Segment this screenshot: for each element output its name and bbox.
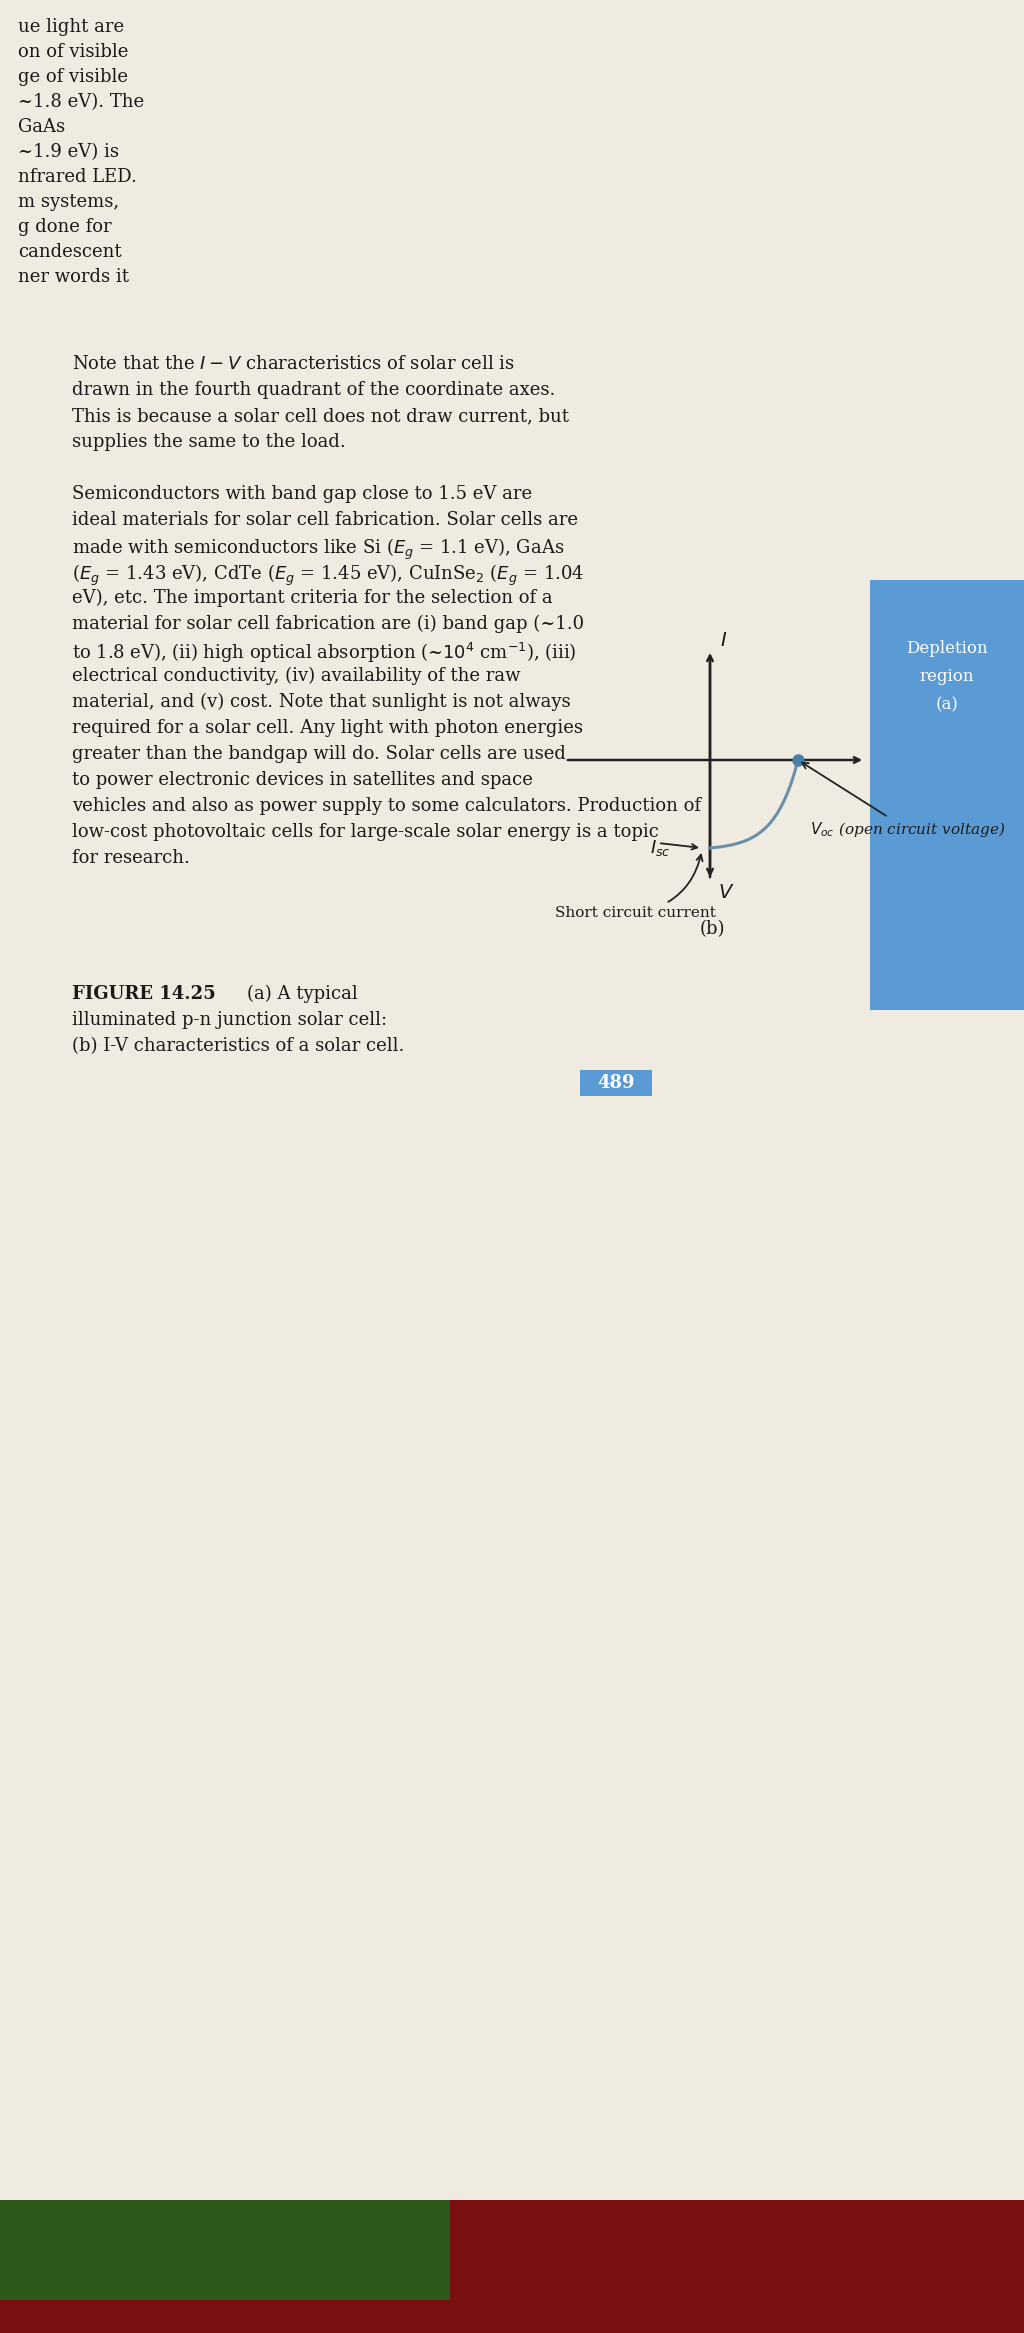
Text: GaAs: GaAs: [18, 119, 66, 135]
Text: electrical conductivity, (iv) availability of the raw: electrical conductivity, (iv) availabili…: [72, 667, 520, 686]
Text: Note that the $I - V$ characteristics of solar cell is: Note that the $I - V$ characteristics of…: [72, 355, 515, 373]
Text: illuminated p-n junction solar cell:: illuminated p-n junction solar cell:: [72, 1010, 387, 1029]
Text: nfrared LED.: nfrared LED.: [18, 168, 137, 187]
Text: g done for: g done for: [18, 217, 112, 236]
Text: m systems,: m systems,: [18, 194, 119, 210]
Bar: [0, 2200, 450, 2300]
Text: made with semiconductors like Si ($E_g$ = 1.1 eV), GaAs: made with semiconductors like Si ($E_g$ …: [72, 537, 564, 562]
Text: ue light are: ue light are: [18, 19, 124, 35]
Text: eV), etc. The important criteria for the selection of a: eV), etc. The important criteria for the…: [72, 588, 553, 607]
Text: ~1.8 eV). The: ~1.8 eV). The: [18, 93, 144, 112]
Text: This is because a solar cell does not draw current, but: This is because a solar cell does not dr…: [72, 406, 569, 425]
Text: for research.: for research.: [72, 849, 189, 868]
Bar: [580, 1071, 652, 1097]
Text: $I$: $I$: [720, 632, 727, 651]
Text: Short circuit current: Short circuit current: [555, 854, 716, 919]
Bar: [0, 2200, 1024, 2333]
Text: candescent: candescent: [18, 243, 122, 261]
Text: $V$: $V$: [718, 884, 734, 903]
Text: low-cost photovoltaic cells for large-scale solar energy is a topic: low-cost photovoltaic cells for large-sc…: [72, 824, 658, 840]
Text: (b) I-V characteristics of a solar cell.: (b) I-V characteristics of a solar cell.: [72, 1036, 404, 1055]
Text: supplies the same to the load.: supplies the same to the load.: [72, 434, 346, 450]
Text: region: region: [920, 667, 974, 686]
Text: ner words it: ner words it: [18, 268, 129, 287]
Text: ideal materials for solar cell fabrication. Solar cells are: ideal materials for solar cell fabricati…: [72, 511, 578, 530]
Text: vehicles and also as power supply to some calculators. Production of: vehicles and also as power supply to som…: [72, 798, 701, 814]
Text: 489: 489: [597, 1073, 635, 1092]
Text: material, and (v) cost. Note that sunlight is not always: material, and (v) cost. Note that sunlig…: [72, 693, 570, 712]
Text: ~1.9 eV) is: ~1.9 eV) is: [18, 142, 119, 161]
Text: ($E_g$ = 1.43 eV), CdTe ($E_g$ = 1.45 eV), CuInSe$_2$ ($E_g$ = 1.04: ($E_g$ = 1.43 eV), CdTe ($E_g$ = 1.45 eV…: [72, 562, 585, 588]
Text: required for a solar cell. Any light with photon energies: required for a solar cell. Any light wit…: [72, 719, 583, 737]
Text: FIGURE 14.25: FIGURE 14.25: [72, 985, 216, 1003]
Text: to 1.8 eV), (ii) high optical absorption (~$10^4$ cm$^{-1}$), (iii): to 1.8 eV), (ii) high optical absorption…: [72, 642, 577, 665]
Text: to power electronic devices in satellites and space: to power electronic devices in satellite…: [72, 770, 532, 789]
Text: (a): (a): [936, 695, 958, 714]
Text: $V_{oc}$ (open circuit voltage): $V_{oc}$ (open circuit voltage): [802, 763, 1006, 840]
Text: greater than the bandgap will do. Solar cells are used: greater than the bandgap will do. Solar …: [72, 744, 566, 763]
Text: (a) A typical: (a) A typical: [247, 985, 357, 1003]
Text: (b): (b): [700, 919, 725, 938]
Text: material for solar cell fabrication are (i) band gap (~1.0: material for solar cell fabrication are …: [72, 616, 584, 632]
Text: Semiconductors with band gap close to 1.5 eV are: Semiconductors with band gap close to 1.…: [72, 485, 532, 504]
Text: Depletion: Depletion: [906, 639, 988, 658]
Bar: [870, 581, 1024, 1010]
Text: on of visible: on of visible: [18, 42, 128, 61]
Text: $I_{sc}$: $I_{sc}$: [650, 838, 671, 859]
Text: ge of visible: ge of visible: [18, 68, 128, 86]
Text: drawn in the fourth quadrant of the coordinate axes.: drawn in the fourth quadrant of the coor…: [72, 380, 555, 399]
